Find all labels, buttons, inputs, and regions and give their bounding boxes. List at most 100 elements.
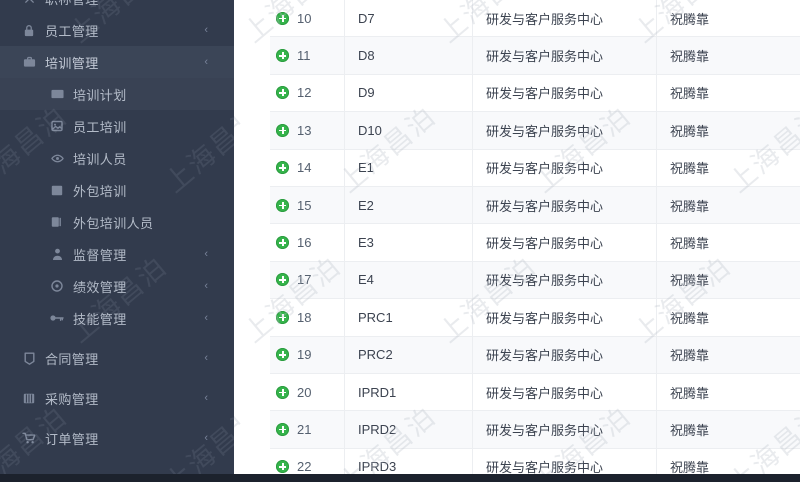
cell-code: E1 — [345, 149, 473, 186]
chevron-left-icon[interactable]: ‹ — [204, 55, 208, 68]
plus-circle-icon[interactable] — [276, 49, 289, 63]
nav-spacer — [0, 374, 234, 382]
cell-person-name: 祝腾靠 — [670, 49, 710, 65]
chevron-left-icon[interactable]: ‹ — [204, 391, 208, 404]
row-index-label: 21 — [297, 421, 312, 437]
sidebar-item-1[interactable]: 员工管理 ‹ — [0, 14, 234, 46]
sidebar-item-10[interactable]: 技能管理 ‹ — [0, 302, 234, 334]
sidebar-item-7[interactable]: 外包培训人员 — [0, 206, 234, 238]
plus-circle-icon[interactable] — [276, 348, 289, 362]
cell-index: 18 — [270, 299, 345, 336]
table-row[interactable]: 17 E4 研发与客户服务中心 祝腾靠 — [270, 261, 800, 300]
cell-code: D9 — [345, 74, 473, 112]
square-icon — [48, 185, 66, 196]
plus-circle-icon[interactable] — [276, 11, 289, 25]
plus-circle-icon[interactable] — [276, 460, 289, 474]
sidebar-item-0[interactable]: 职称管理‹ — [0, 0, 234, 14]
plus-circle-icon[interactable] — [276, 273, 289, 287]
table-row[interactable]: 20 IPRD1 研发与客户服务中心 祝腾靠 — [270, 373, 800, 412]
nav-spacer — [0, 334, 234, 342]
table-row[interactable]: 22 IPRD3 研发与客户服务中心 祝腾靠 — [270, 448, 800, 474]
grid-icon — [20, 393, 38, 404]
cell-person-name: 祝腾靠 — [670, 11, 710, 27]
sidebar-item-label: 培训人员 — [73, 151, 127, 167]
cell-index: 11 — [270, 37, 345, 74]
sidebar-item-4[interactable]: 员工培训 — [0, 110, 234, 142]
cell-code: IPRD2 — [345, 411, 473, 448]
sidebar-item-2[interactable]: 培训管理 ‹ — [0, 46, 234, 78]
sidebar-item-13[interactable]: 订单管理 ‹ — [0, 422, 234, 454]
sidebar-item-9[interactable]: 绩效管理 ‹ — [0, 270, 234, 302]
table-row[interactable]: 18 PRC1 研发与客户服务中心 祝腾靠 — [270, 299, 800, 337]
cell-code: D10 — [345, 112, 473, 149]
watermark-text: 上海昌泊 — [234, 400, 248, 474]
plus-circle-icon[interactable] — [276, 198, 289, 212]
sidebar-item-8[interactable]: 监督管理 ‹ — [0, 238, 234, 270]
row-index-label: 14 — [297, 160, 312, 176]
cell-index: 19 — [270, 336, 345, 373]
cell-index: 21 — [270, 411, 345, 448]
sidebar-item-3[interactable]: 培训计划 — [0, 78, 234, 110]
plus-circle-icon[interactable] — [276, 161, 289, 175]
cell-organization: 研发与客户服务中心 — [473, 299, 657, 336]
table-row[interactable]: 10 D7 研发与客户服务中心 祝腾靠 — [270, 0, 800, 38]
cell-organization: 研发与客户服务中心 — [473, 336, 657, 373]
chevron-left-icon[interactable]: ‹ — [204, 247, 208, 260]
table-row[interactable]: 15 E2 研发与客户服务中心 祝腾靠 — [270, 186, 800, 225]
chevron-left-icon[interactable]: ‹ — [204, 0, 208, 4]
chevron-left-icon[interactable]: ‹ — [204, 351, 208, 364]
sidebar-item-label: 监督管理 — [73, 247, 127, 263]
cell-index: 10 — [270, 0, 345, 37]
sidebar-item-5[interactable]: 培训人员 — [0, 142, 234, 174]
plus-circle-icon[interactable] — [276, 422, 289, 436]
watermark-text: 上海昌泊 — [234, 100, 248, 200]
sidebar-item-label: 职称管理 — [45, 0, 204, 8]
chevron-left-icon[interactable]: ‹ — [204, 311, 208, 324]
sidebar-item-label: 采购管理 — [45, 391, 99, 407]
cell-index: 12 — [270, 74, 345, 112]
sidebar-item-label: 绩效管理 — [73, 279, 127, 295]
table-row[interactable]: 16 E3 研发与客户服务中心 祝腾靠 — [270, 224, 800, 262]
table-row[interactable]: 21 IPRD2 研发与客户服务中心 祝腾靠 — [270, 411, 800, 449]
cell-organization: 研发与客户服务中心 — [473, 411, 657, 448]
plus-circle-icon[interactable] — [276, 123, 289, 137]
cell-index: 14 — [270, 149, 345, 186]
eye-icon — [48, 154, 66, 163]
document-icon — [20, 352, 38, 365]
chevron-left-icon[interactable]: ‹ — [204, 431, 208, 444]
table-row[interactable]: 19 PRC2 研发与客户服务中心 祝腾靠 — [270, 336, 800, 374]
cell-code: IPRD1 — [345, 373, 473, 411]
training-plan-table[interactable]: 10 D7 研发与客户服务中心 祝腾靠 11 D8 研发与客户服务中心 祝腾靠 12 D9 研发与客… — [270, 0, 800, 474]
sidebar-item-label: 员工培训 — [73, 119, 127, 135]
cell-code: D7 — [345, 0, 473, 37]
cell-person-name: 祝腾靠 — [670, 385, 710, 401]
table-row[interactable]: 11 D8 研发与客户服务中心 祝腾靠 — [270, 37, 800, 75]
cell-organization: 研发与客户服务中心 — [473, 37, 657, 74]
cell-organization: 研发与客户服务中心 — [473, 373, 657, 411]
cell-organization: 研发与客户服务中心 — [473, 261, 657, 299]
cell-person-name: 祝腾靠 — [670, 460, 710, 474]
cell-person-name: 祝腾靠 — [670, 273, 710, 289]
cell-code: PRC1 — [345, 299, 473, 336]
badge-icon — [20, 0, 38, 5]
chevron-left-icon[interactable]: ‹ — [204, 279, 208, 292]
cell-person-name: 祝腾靠 — [670, 422, 710, 438]
chevron-left-icon[interactable]: ‹ — [204, 23, 208, 36]
sidebar-item-11[interactable]: 合同管理 ‹ — [0, 342, 234, 374]
row-index-label: 20 — [297, 384, 312, 400]
row-index-label: 19 — [297, 347, 312, 363]
sidebar-item-12[interactable]: 采购管理 ‹ — [0, 382, 234, 414]
cell-code: PRC2 — [345, 336, 473, 373]
plus-circle-icon[interactable] — [276, 86, 289, 100]
sidebar-item-6[interactable]: 外包培训 — [0, 174, 234, 206]
lock-icon — [20, 24, 38, 37]
plus-circle-icon[interactable] — [276, 385, 289, 399]
table-row[interactable]: 13 D10 研发与客户服务中心 祝腾靠 — [270, 112, 800, 150]
plus-circle-icon[interactable] — [276, 236, 289, 250]
cell-organization: 研发与客户服务中心 — [473, 74, 657, 112]
table-row[interactable]: 14 E1 研发与客户服务中心 祝腾靠 — [270, 149, 800, 187]
row-index-label: 12 — [297, 85, 312, 101]
table-row[interactable]: 12 D9 研发与客户服务中心 祝腾靠 — [270, 74, 800, 113]
plus-circle-icon[interactable] — [276, 310, 289, 324]
sidebar-item-label: 订单管理 — [45, 431, 99, 447]
